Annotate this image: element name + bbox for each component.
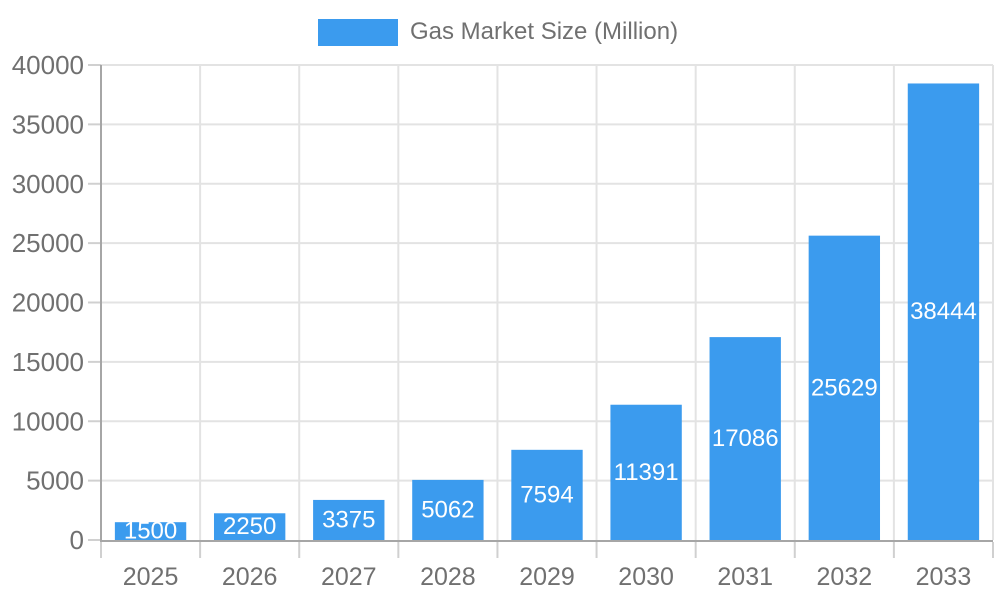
- y-axis-tick-label: 25000: [12, 228, 84, 258]
- bar-value-label: 11391: [614, 459, 679, 486]
- bar[interactable]: [114, 522, 187, 540]
- bar-value-label: 7594: [520, 481, 573, 508]
- bar[interactable]: [610, 404, 682, 540]
- bar-value-label: 5062: [421, 496, 474, 523]
- y-axis-tick-label: 0: [70, 525, 84, 555]
- bar-value-label: 2250: [223, 513, 276, 540]
- x-axis-tick-label: 2033: [916, 563, 972, 591]
- x-axis-tick-label: 2026: [222, 563, 278, 591]
- x-axis-tick-label: 2028: [420, 563, 476, 591]
- bar[interactable]: [313, 499, 385, 540]
- x-axis-tick-label: 2031: [717, 563, 773, 591]
- bar-value-label: 17086: [712, 425, 779, 452]
- x-axis-tick-label: 2030: [618, 563, 674, 591]
- y-axis-tick-label: 40000: [12, 50, 84, 80]
- y-axis-tick-label: 30000: [12, 169, 84, 199]
- y-axis-tick-label: 5000: [26, 466, 84, 496]
- bar[interactable]: [808, 235, 881, 540]
- bar-value-label: 3375: [322, 506, 375, 533]
- legend-label[interactable]: Gas Market Size (Million): [410, 18, 679, 45]
- bar[interactable]: [511, 449, 583, 540]
- bar-value-label: 25629: [811, 374, 878, 401]
- bar[interactable]: [412, 479, 484, 540]
- legend[interactable]: Gas Market Size (Million): [318, 18, 678, 46]
- bar[interactable]: [709, 337, 781, 540]
- x-axis-tick-label: 2032: [817, 563, 873, 591]
- bar-value-label: 38444: [910, 298, 977, 325]
- legend-swatch[interactable]: [318, 18, 398, 46]
- y-axis-tick-label: 35000: [12, 109, 84, 139]
- y-axis-tick-label: 20000: [12, 288, 84, 318]
- y-axis-tick-label: 10000: [12, 406, 84, 436]
- bar-value-label: 1500: [124, 518, 177, 545]
- bar[interactable]: [213, 513, 286, 540]
- x-axis-tick-label: 2025: [123, 563, 179, 591]
- x-axis-tick-label: 2027: [321, 563, 377, 591]
- y-axis-tick-label: 15000: [12, 347, 84, 377]
- x-axis-tick-label: 2029: [519, 563, 575, 591]
- bar[interactable]: [907, 83, 980, 540]
